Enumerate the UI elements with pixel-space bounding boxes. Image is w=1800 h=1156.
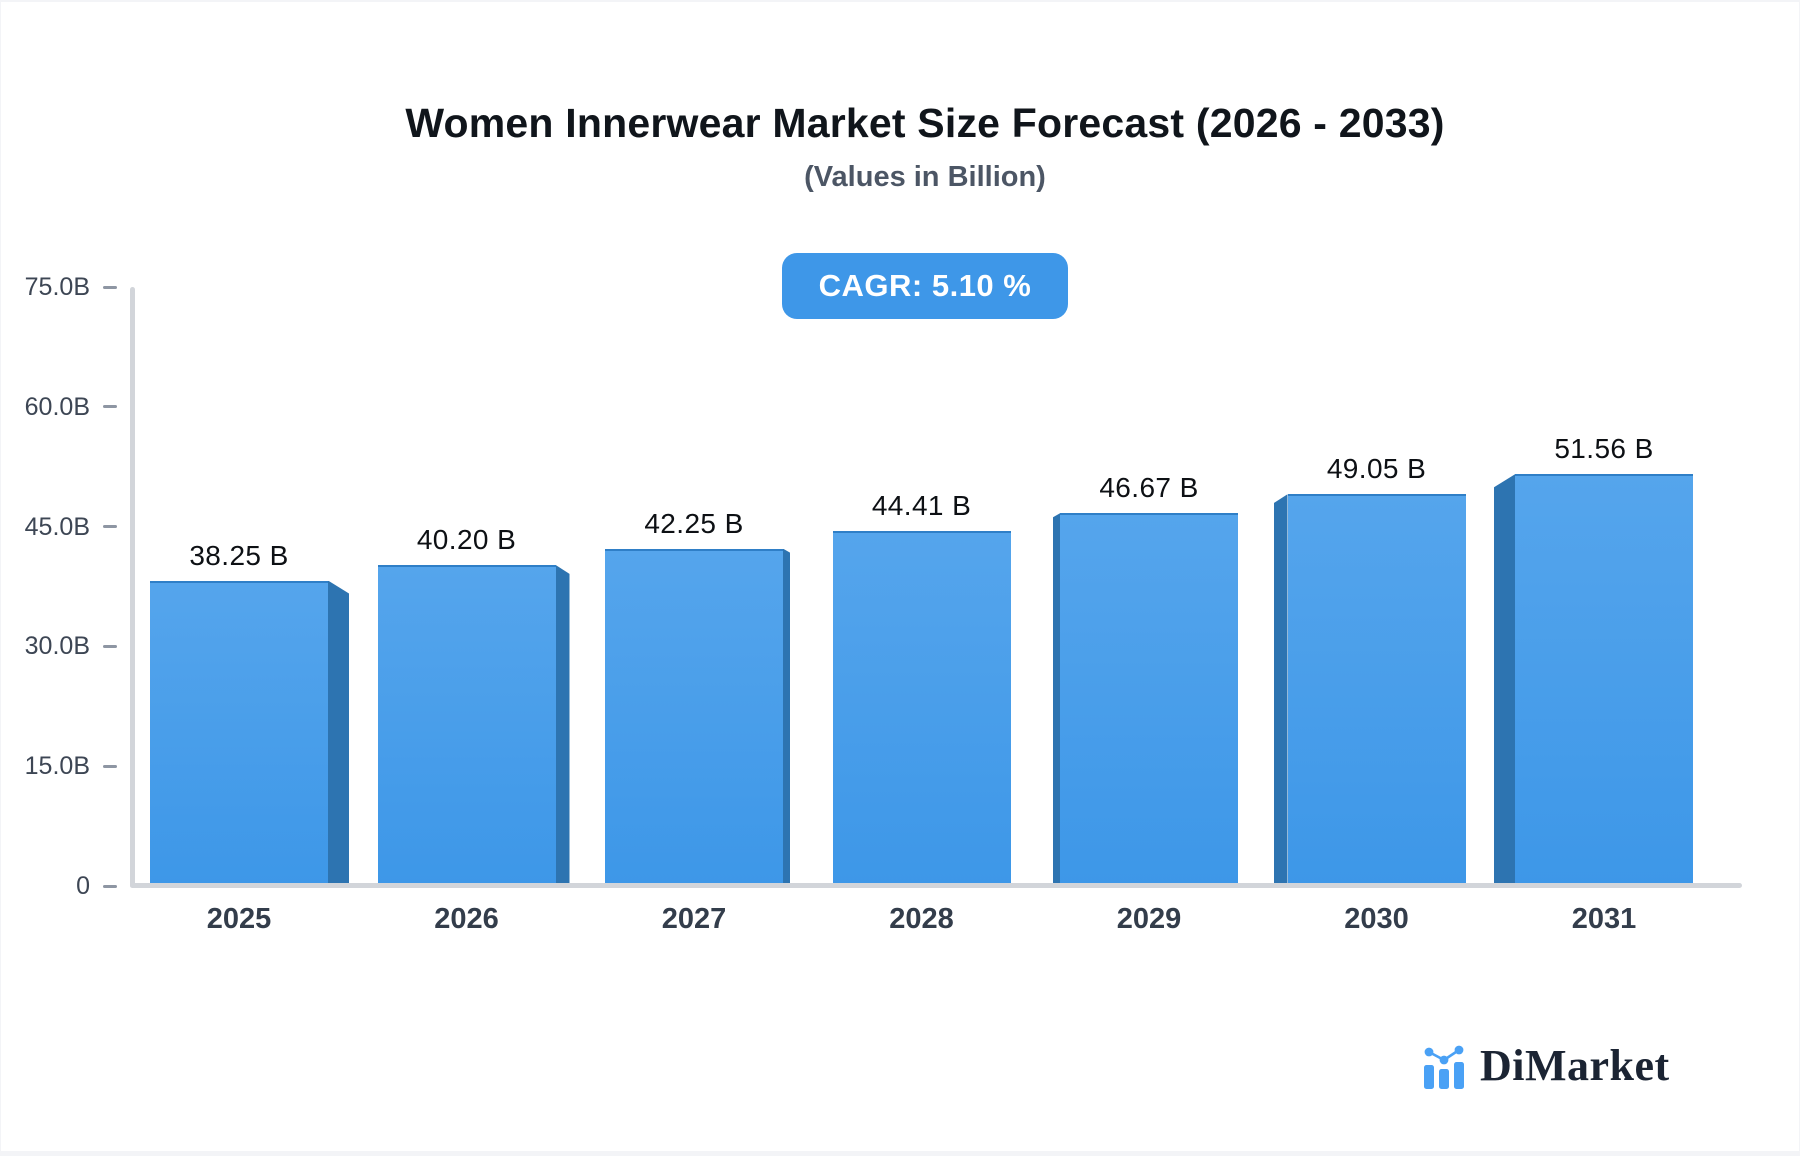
y-tick-label: 30.0B [24, 632, 90, 661]
bar-value-label: 46.67 B [1099, 472, 1199, 504]
x-tick-label: 2030 [1344, 903, 1409, 935]
x-tick-label: 2027 [661, 903, 727, 935]
y-tick [103, 764, 117, 768]
y-tick [103, 525, 117, 529]
bar-side [328, 580, 349, 886]
bar-value-label: 49.05 B [1326, 453, 1427, 485]
bar-side [783, 548, 790, 886]
x-tick-label: 2031 [1571, 903, 1637, 935]
bar-face [150, 580, 328, 886]
bar-face [605, 548, 783, 886]
bar-face [1287, 494, 1466, 886]
bar-side [1053, 513, 1060, 886]
bar-side [1494, 474, 1515, 886]
x-tick-label: 2025 [206, 903, 272, 935]
chart-title: Women Innerwear Market Size Forecast (20… [405, 100, 1445, 146]
bar-value-label: 51.56 B [1554, 433, 1654, 465]
bar-side [555, 564, 570, 886]
y-tick [103, 405, 117, 409]
brand-name: DiMarket [1480, 1041, 1670, 1090]
y-tick-label: 60.0B [24, 392, 90, 421]
bar-value-label: 40.20 B [416, 523, 517, 555]
chart-subtitle: (Values in Billion) [804, 161, 1046, 193]
y-tick-label: 45.0B [24, 512, 90, 541]
cagr-badge-row: CAGR: 5.10 % [0, 253, 1800, 319]
y-tick [103, 644, 117, 648]
bar-chart-trend-icon [1424, 1045, 1464, 1089]
x-tick-label: 2026 [434, 903, 499, 935]
y-tick-label: 75.0B [24, 273, 90, 301]
x-tick-label: 2028 [889, 903, 954, 935]
y-tick-label: 0 [76, 872, 90, 900]
y-axis-line [130, 287, 135, 888]
bar-face [1060, 513, 1238, 886]
y-tick [103, 884, 117, 888]
x-axis-line [130, 883, 1742, 888]
bar-face [1515, 474, 1693, 886]
brand-logo: DiMarket [1421, 1042, 1670, 1089]
x-tick-label: 2029 [1116, 903, 1182, 935]
bar-value-label: 38.25 B [189, 539, 289, 571]
bar-value-label: 44.41 B [871, 490, 972, 522]
bar-value-label: 42.25 B [644, 507, 744, 539]
bar-face [832, 531, 1011, 886]
y-tick-label: 15.0B [24, 752, 90, 781]
bar-face [377, 564, 556, 886]
cagr-badge: CAGR: 5.10 % [781, 253, 1069, 319]
y-tick [103, 285, 117, 289]
bar-side [1273, 494, 1288, 886]
